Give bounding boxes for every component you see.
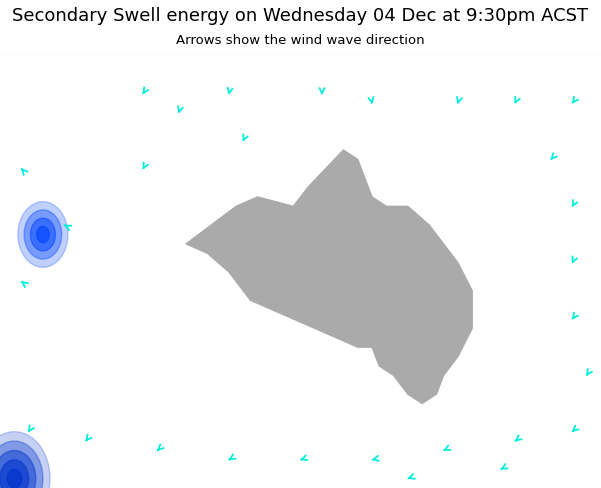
Circle shape — [0, 450, 36, 488]
Text: Arrows show the wind wave direction: Arrows show the wind wave direction — [176, 34, 425, 47]
Circle shape — [31, 218, 55, 251]
Circle shape — [0, 460, 29, 488]
Text: Secondary Swell energy on Wednesday 04 Dec at 9:30pm ACST: Secondary Swell energy on Wednesday 04 D… — [13, 7, 588, 25]
Circle shape — [0, 441, 43, 488]
Circle shape — [7, 469, 22, 488]
Circle shape — [0, 432, 50, 488]
Circle shape — [24, 210, 62, 259]
Circle shape — [37, 226, 49, 243]
Polygon shape — [186, 150, 472, 404]
Circle shape — [18, 202, 68, 267]
